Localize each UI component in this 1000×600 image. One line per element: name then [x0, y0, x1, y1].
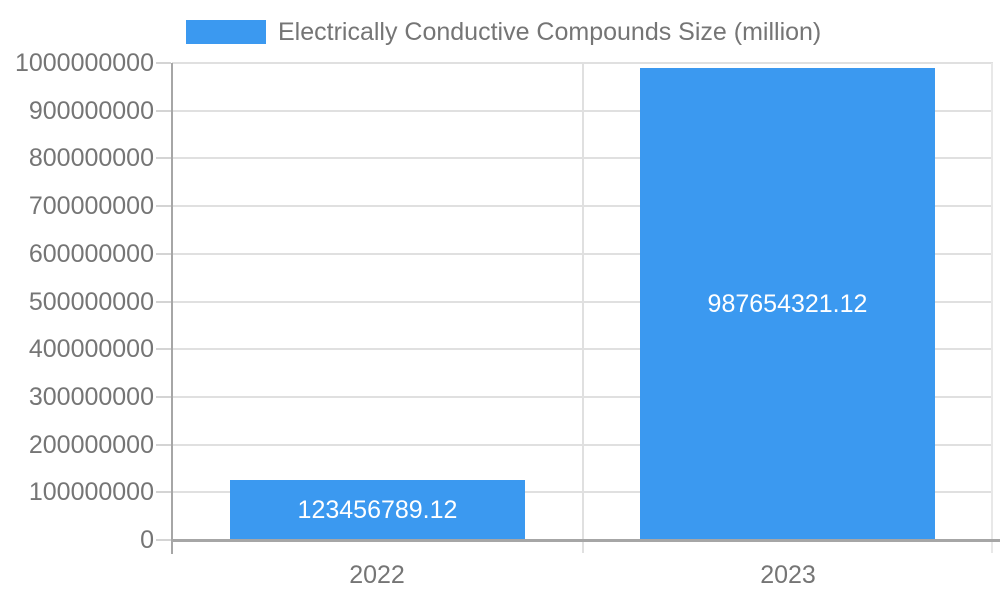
bar-value-label: 987654321.12 — [707, 289, 868, 318]
y-tick-mark — [156, 62, 171, 64]
y-tick-mark — [156, 491, 171, 493]
y-tick-label: 700000000 — [28, 192, 154, 220]
y-tick-mark — [156, 205, 171, 207]
x-tick-label-2022: 2022 — [349, 561, 405, 589]
bar-2022[interactable]: 123456789.12 — [230, 480, 525, 539]
y-tick-label: 800000000 — [28, 144, 154, 172]
y-tick-label: 200000000 — [28, 431, 154, 459]
y-tick-mark — [156, 301, 171, 303]
y-axis-line — [171, 63, 173, 554]
y-tick-label: 0 — [140, 526, 154, 554]
y-tick-mark — [156, 157, 171, 159]
legend-label: Electrically Conductive Compounds Size (… — [278, 18, 822, 46]
y-tick-label: 500000000 — [28, 288, 154, 316]
legend-swatch — [186, 20, 266, 44]
y-tick-label: 1000000000 — [14, 49, 154, 77]
bar-2023[interactable]: 987654321.12 — [640, 68, 935, 539]
chart-legend: Electrically Conductive Compounds Size (… — [186, 18, 821, 46]
x-tick-label-2023: 2023 — [760, 561, 816, 589]
y-tick-label: 900000000 — [28, 97, 154, 125]
y-tick-mark — [156, 110, 171, 112]
y-tick-label: 300000000 — [28, 383, 154, 411]
y-tick-mark — [156, 396, 171, 398]
y-tick-mark — [156, 253, 171, 255]
v-gridline-right — [991, 63, 993, 553]
y-tick-label: 100000000 — [28, 478, 154, 506]
y-tick-mark — [156, 539, 171, 541]
y-tick-mark — [156, 348, 171, 350]
y-tick-label: 600000000 — [28, 240, 154, 268]
y-tick-mark — [156, 444, 171, 446]
x-axis-line — [172, 539, 1000, 542]
bar-value-label: 123456789.12 — [297, 495, 458, 524]
v-gridline — [582, 63, 584, 553]
y-tick-label: 400000000 — [28, 335, 154, 363]
